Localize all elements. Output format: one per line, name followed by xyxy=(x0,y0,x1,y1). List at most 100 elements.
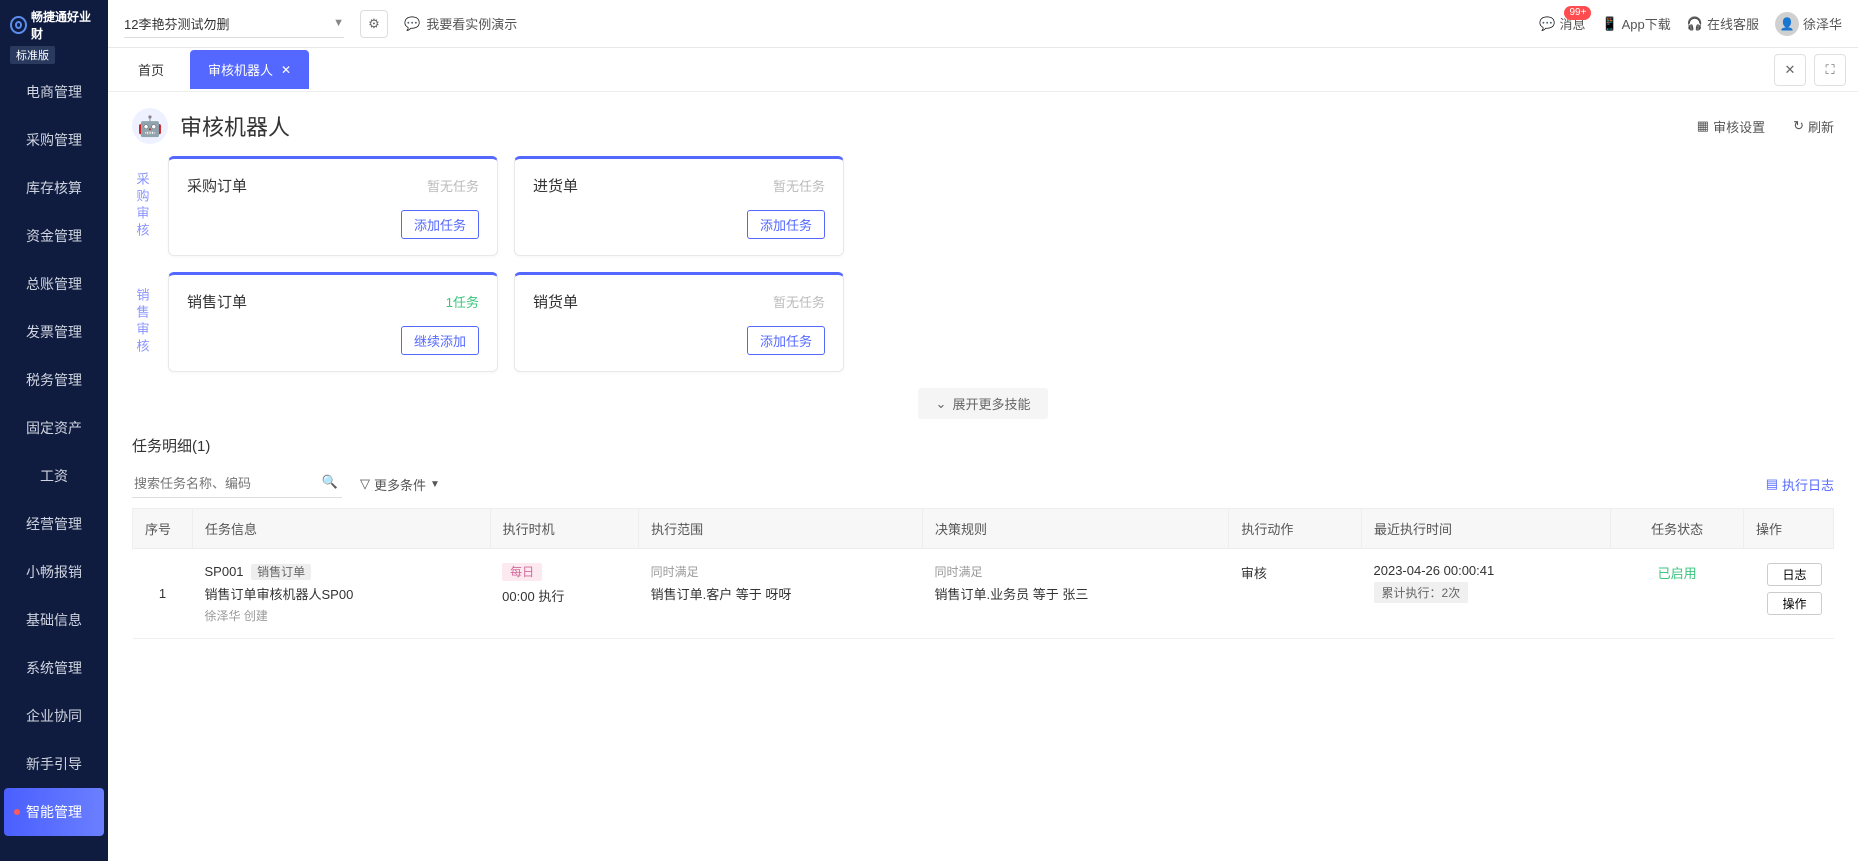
task-section: 任务明细(1) 🔍 ▽ 更多条件 ▼ ▤ 执行日志 xyxy=(108,435,1858,639)
log-icon: ▤ xyxy=(1766,476,1778,492)
ops-button[interactable]: 操作 xyxy=(1767,592,1821,615)
task-toolbar: 🔍 ▽ 更多条件 ▼ ▤ 执行日志 xyxy=(132,470,1834,498)
card-section: 采购审核 采购订单 暂无任务 添加任务 进货单 暂无任务 xyxy=(108,156,1858,419)
expand-skills-button[interactable]: ⌄ 展开更多技能 xyxy=(918,388,1049,419)
close-icon[interactable]: ✕ xyxy=(281,63,291,77)
sidebar-item-tax[interactable]: 税务管理 xyxy=(0,356,108,404)
avatar-icon: 👤 xyxy=(1775,12,1799,36)
col-status: 任务状态 xyxy=(1611,509,1744,549)
service-button[interactable]: 🎧 在线客服 xyxy=(1687,14,1759,33)
card-row-sales: 销售审核 销售订单 1任务 继续添加 销货单 暂无任务 xyxy=(132,272,1834,372)
download-button[interactable]: 📱 App下载 xyxy=(1601,14,1670,33)
gear-icon: ⚙ xyxy=(368,16,380,32)
headset-icon: 🎧 xyxy=(1687,16,1703,32)
task-code: SP001 xyxy=(205,564,244,579)
sidebar-item-purchase[interactable]: 采购管理 xyxy=(0,116,108,164)
sidebar-item-salary[interactable]: 工资 xyxy=(0,452,108,500)
refresh-icon: ↻ xyxy=(1793,118,1804,134)
search-icon[interactable]: 🔍 xyxy=(322,474,338,490)
tab-home[interactable]: 首页 xyxy=(120,50,182,89)
sidebar-item-basic[interactable]: 基础信息 xyxy=(0,596,108,644)
tab-audit-robot[interactable]: 审核机器人 ✕ xyxy=(190,50,309,89)
messages-badge: 99+ xyxy=(1564,6,1591,20)
add-task-button[interactable]: 添加任务 xyxy=(401,210,479,239)
card-row-purchase: 采购审核 采购订单 暂无任务 添加任务 进货单 暂无任务 xyxy=(132,156,1834,256)
status-badge: 已启用 xyxy=(1658,566,1697,581)
table-row: 1 SP001 销售订单 销售订单审核机器人SP00 徐泽华 创建 每日 xyxy=(133,549,1834,639)
row-label-sales: 销售审核 xyxy=(132,272,152,372)
user-name: 徐泽华 xyxy=(1803,14,1842,33)
tabs-row: 首页 审核机器人 ✕ ✕ ⛶ xyxy=(108,48,1858,92)
sidebar-item-fund[interactable]: 资金管理 xyxy=(0,212,108,260)
audit-settings-button[interactable]: ▦ 审核设置 xyxy=(1697,117,1765,136)
sidebar-item-system[interactable]: 系统管理 xyxy=(0,644,108,692)
timing-text: 00:00 执行 xyxy=(502,586,626,605)
user-menu[interactable]: 👤 徐泽华 xyxy=(1775,12,1842,36)
log-button[interactable]: 日志 xyxy=(1767,563,1821,586)
col-rule: 决策规则 xyxy=(923,509,1229,549)
continue-add-button[interactable]: 继续添加 xyxy=(401,326,479,355)
sidebar-item-operation[interactable]: 经营管理 xyxy=(0,500,108,548)
card-title: 采购订单 xyxy=(187,175,247,196)
card-title: 销货单 xyxy=(533,291,578,312)
col-scope: 执行范围 xyxy=(639,509,923,549)
rule-head: 同时满足 xyxy=(935,563,1217,580)
cell-last: 2023-04-26 00:00:41 累计执行：2次 xyxy=(1362,549,1611,639)
cell-info: SP001 销售订单 销售订单审核机器人SP00 徐泽华 创建 xyxy=(193,549,491,639)
close-all-button[interactable]: ✕ xyxy=(1774,54,1806,86)
col-seq: 序号 xyxy=(133,509,193,549)
card-status: 1任务 xyxy=(446,292,479,311)
logo-area: 畅捷通好业财 标准版 xyxy=(0,0,108,68)
task-name: 销售订单审核机器人SP00 xyxy=(205,584,479,603)
col-last: 最近执行时间 xyxy=(1362,509,1611,549)
card-title: 进货单 xyxy=(533,175,578,196)
org-selector[interactable]: 12李艳芬测试勿删 ▼ xyxy=(124,10,344,38)
logo-icon xyxy=(10,16,27,34)
execution-log-link[interactable]: ▤ 执行日志 xyxy=(1766,475,1834,494)
sidebar-item-expense[interactable]: 小畅报销 xyxy=(0,548,108,596)
task-creator: 徐泽华 创建 xyxy=(205,607,479,624)
card-purchase-order: 采购订单 暂无任务 添加任务 xyxy=(168,156,498,256)
task-table: 序号 任务信息 执行时机 执行范围 决策规则 执行动作 最近执行时间 任务状态 … xyxy=(132,508,1834,639)
org-name: 12李艳芬测试勿删 xyxy=(124,14,325,33)
card-receipt: 进货单 暂无任务 添加任务 xyxy=(514,156,844,256)
card-title: 销售订单 xyxy=(187,291,247,312)
filter-button[interactable]: ▽ 更多条件 ▼ xyxy=(360,475,440,494)
exec-count: 累计执行：2次 xyxy=(1374,582,1469,603)
add-task-button[interactable]: 添加任务 xyxy=(747,210,825,239)
card-status: 暂无任务 xyxy=(427,176,479,195)
service-label: 在线客服 xyxy=(1707,14,1759,33)
sidebar-item-ecommerce[interactable]: 电商管理 xyxy=(0,68,108,116)
search-box: 🔍 xyxy=(132,470,342,498)
scope-head: 同时满足 xyxy=(651,563,911,580)
cell-seq: 1 xyxy=(133,549,193,639)
demo-link[interactable]: 💬 我要看实例演示 xyxy=(404,14,517,33)
settings-icon-button[interactable]: ⚙ xyxy=(360,10,388,38)
sidebar-item-guide[interactable]: 新手引导 xyxy=(0,740,108,788)
card-status: 暂无任务 xyxy=(773,292,825,311)
messages-button[interactable]: 💬 消息 99+ xyxy=(1539,14,1585,33)
tab-label: 审核机器人 xyxy=(208,60,273,79)
chevron-down-icon: ▼ xyxy=(430,479,440,490)
refresh-button[interactable]: ↻ 刷新 xyxy=(1793,117,1834,136)
col-ops: 操作 xyxy=(1744,509,1834,549)
content-area: 🤖 审核机器人 ▦ 审核设置 ↻ 刷新 采购审核 采购订单 xyxy=(108,92,1858,861)
sidebar-item-inventory[interactable]: 库存核算 xyxy=(0,164,108,212)
last-time: 2023-04-26 00:00:41 xyxy=(1374,563,1599,578)
row-label-purchase: 采购审核 xyxy=(132,156,152,256)
sidebar-nav: 电商管理 采购管理 库存核算 资金管理 总账管理 发票管理 税务管理 固定资产 … xyxy=(0,68,108,861)
card-status: 暂无任务 xyxy=(773,176,825,195)
cell-scope: 同时满足 销售订单.客户 等于 呀呀 xyxy=(639,549,923,639)
col-action: 执行动作 xyxy=(1229,509,1362,549)
search-input[interactable] xyxy=(132,470,342,498)
add-task-button[interactable]: 添加任务 xyxy=(747,326,825,355)
sidebar-item-ledger[interactable]: 总账管理 xyxy=(0,260,108,308)
fullscreen-button[interactable]: ⛶ xyxy=(1814,54,1846,86)
sidebar-item-ai[interactable]: 智能管理 xyxy=(4,788,104,836)
expand-icon: ⛶ xyxy=(1825,62,1834,78)
card-delivery: 销货单 暂无任务 添加任务 xyxy=(514,272,844,372)
chevron-down-icon: ▼ xyxy=(333,17,344,29)
sidebar-item-collab[interactable]: 企业协同 xyxy=(0,692,108,740)
sidebar-item-invoice[interactable]: 发票管理 xyxy=(0,308,108,356)
sidebar-item-asset[interactable]: 固定资产 xyxy=(0,404,108,452)
